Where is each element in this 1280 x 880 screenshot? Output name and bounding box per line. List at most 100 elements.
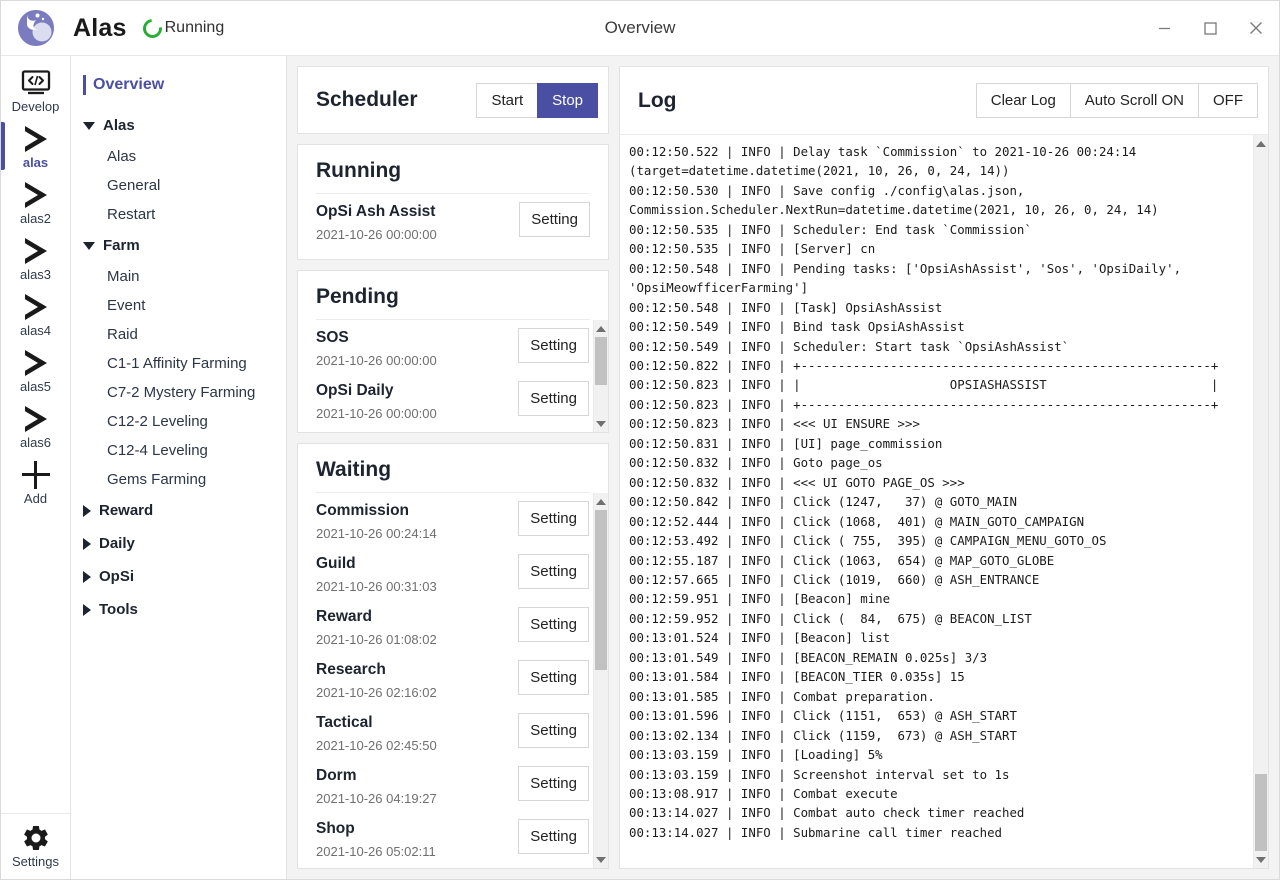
log-scrollbar[interactable] xyxy=(1253,135,1268,868)
task-name: Tactical xyxy=(316,714,373,731)
task-setting-button[interactable]: Setting xyxy=(519,202,590,237)
log-line: 00:12:50.535 | INFO | Scheduler: End tas… xyxy=(629,221,1032,237)
log-line: 00:13:14.027 | INFO | Submarine call tim… xyxy=(629,824,1002,840)
scroll-down-icon[interactable] xyxy=(1256,851,1266,868)
maximize-button[interactable] xyxy=(1187,1,1233,55)
sidebar-group-tools[interactable]: Tools xyxy=(71,593,286,626)
status-indicator: Running xyxy=(138,14,224,42)
scroll-down-icon[interactable] xyxy=(596,851,606,868)
rail-item-alas3[interactable]: alas3 xyxy=(1,230,70,286)
minimize-icon xyxy=(1158,27,1170,29)
task-setting-button[interactable]: Setting xyxy=(518,328,589,363)
play-icon xyxy=(22,403,47,434)
scroll-up-icon[interactable] xyxy=(1256,135,1266,152)
rail-item-alas[interactable]: alas xyxy=(1,118,70,174)
scrollbar-thumb[interactable] xyxy=(595,337,607,386)
sidebar-group-opsi[interactable]: OpSi xyxy=(71,560,286,593)
log-line: 00:12:50.823 | INFO | <<< UI ENSURE >>> xyxy=(629,416,920,432)
log-line: 00:13:01.585 | INFO | Combat preparation… xyxy=(629,688,935,704)
sidebar-item-gems-farming[interactable]: Gems Farming xyxy=(107,471,207,488)
stop-button[interactable]: Stop xyxy=(537,82,598,118)
rail-item-alas6[interactable]: alas6 xyxy=(1,398,70,454)
rail-item-label: alas6 xyxy=(19,435,52,450)
scrollbar-track[interactable] xyxy=(594,337,608,415)
close-button[interactable] xyxy=(1233,1,1279,55)
task-setting-button[interactable]: Setting xyxy=(518,766,589,801)
log-line: 00:12:50.549 | INFO | Bind task OpsiAshA… xyxy=(629,319,965,335)
sidebar-item-restart[interactable]: Restart xyxy=(107,206,156,223)
start-button[interactable]: Start xyxy=(476,82,539,118)
task-row: SOS 2021-10-26 00:00:00 Setting xyxy=(316,320,589,373)
rail-item-alas2[interactable]: alas2 xyxy=(1,174,70,230)
task-setting-button[interactable]: Setting xyxy=(518,660,589,695)
sidebar-group-label: Daily xyxy=(99,535,135,552)
task-setting-button[interactable]: Setting xyxy=(518,713,589,748)
sidebar-item-overview[interactable]: Overview xyxy=(71,70,286,100)
sidebar-item-event[interactable]: Event xyxy=(107,297,146,314)
scrollbar-thumb[interactable] xyxy=(1255,774,1267,851)
sidebar-group-alas[interactable]: Alas xyxy=(71,109,286,142)
task-name: Dorm xyxy=(316,767,357,784)
sidebar-item-c1-1-affinity-farming[interactable]: C1-1 Affinity Farming xyxy=(107,355,247,372)
sidebar-item-c12-2-leveling[interactable]: C12-2 Leveling xyxy=(107,413,208,430)
sidebar-group-daily[interactable]: Daily xyxy=(71,527,286,560)
log-line: 00:13:01.549 | INFO | [BEACON_REMAIN 0.0… xyxy=(629,649,988,665)
task-setting-button[interactable]: Setting xyxy=(518,607,589,642)
log-line: 00:13:02.134 | INFO | Click (1159, 673) … xyxy=(629,727,1017,743)
sidebar-item-general[interactable]: General xyxy=(107,177,161,194)
task-setting-button[interactable]: Setting xyxy=(518,381,589,416)
log-line: 00:12:59.952 | INFO | Click ( 84, 675) @… xyxy=(629,610,1032,626)
instance-rail: Develop alas alas2 alas3 alas4 alas5 xyxy=(1,56,71,879)
log-line: 00:13:01.524 | INFO | [Beacon] list xyxy=(629,630,891,646)
task-info: Reward 2021-10-26 01:08:02 xyxy=(316,606,518,648)
log-body: 00:12:50.522 | INFO | Delay task `Commis… xyxy=(620,135,1268,868)
scroll-down-icon[interactable] xyxy=(596,415,606,432)
log-line: 00:12:50.535 | INFO | [Server] cn xyxy=(629,241,876,257)
sidebar-group-reward[interactable]: Reward xyxy=(71,494,286,527)
task-row: OpSi Meowfficer Farming 2021-10-26 00:00… xyxy=(316,426,589,432)
task-info: SOS 2021-10-26 00:00:00 xyxy=(316,327,518,369)
window-controls xyxy=(1141,1,1279,55)
auto-scroll-off-button[interactable]: OFF xyxy=(1198,83,1258,118)
play-icon xyxy=(22,291,47,322)
sidebar-item-main[interactable]: Main xyxy=(107,268,140,285)
rail-item-alas4[interactable]: alas4 xyxy=(1,286,70,342)
task-setting-button[interactable]: Setting xyxy=(518,819,589,854)
running-title: Running xyxy=(316,159,402,182)
task-name: Research xyxy=(316,661,386,678)
auto-scroll-on-button[interactable]: Auto Scroll ON xyxy=(1069,83,1199,118)
sidebar-item-raid[interactable]: Raid xyxy=(107,326,138,343)
chevron-right-icon xyxy=(83,537,91,550)
scroll-up-icon[interactable] xyxy=(596,320,606,337)
sidebar-item-c7-2-mystery-farming[interactable]: C7-2 Mystery Farming xyxy=(107,384,256,401)
rail-item-develop[interactable]: Develop xyxy=(1,62,70,118)
rail-item-alas5[interactable]: alas5 xyxy=(1,342,70,398)
task-time: 2021-10-26 00:24:14 xyxy=(316,526,437,541)
plus-icon xyxy=(21,459,51,490)
rail-item-label: alas xyxy=(22,155,49,170)
rail-item-settings[interactable]: Settings xyxy=(1,813,70,879)
scrollbar-track[interactable] xyxy=(594,510,608,851)
task-setting-button[interactable]: Setting xyxy=(518,501,589,536)
scheduler-card: Scheduler Start Stop xyxy=(297,66,609,134)
task-setting-button[interactable]: Setting xyxy=(518,554,589,589)
task-info: OpSi Ash Assist 2021-10-26 00:00:00 xyxy=(316,201,519,243)
moon-logo-icon xyxy=(18,10,54,46)
minimize-button[interactable] xyxy=(1141,1,1187,55)
scrollbar-track[interactable] xyxy=(1254,152,1268,851)
rail-item-add[interactable]: Add xyxy=(1,454,70,510)
sidebar-group-farm[interactable]: Farm xyxy=(71,229,286,262)
sidebar-group-label: OpSi xyxy=(99,568,135,585)
scroll-up-icon[interactable] xyxy=(596,493,606,510)
sidebar-item-alas[interactable]: Alas xyxy=(107,148,137,165)
log-line: 00:13:01.596 | INFO | Click (1151, 653) … xyxy=(629,708,1017,724)
log-line: 00:12:50.823 | INFO | +-----------------… xyxy=(629,396,1219,412)
scrollbar-thumb[interactable] xyxy=(595,510,607,671)
waiting-scrollbar[interactable] xyxy=(593,493,608,868)
app-logo xyxy=(1,7,71,49)
task-name: OpSi Ash Assist xyxy=(316,203,436,220)
pending-scrollbar[interactable] xyxy=(593,320,608,432)
sidebar-item-c12-4-leveling[interactable]: C12-4 Leveling xyxy=(107,442,208,459)
clear-log-button[interactable]: Clear Log xyxy=(975,83,1071,118)
